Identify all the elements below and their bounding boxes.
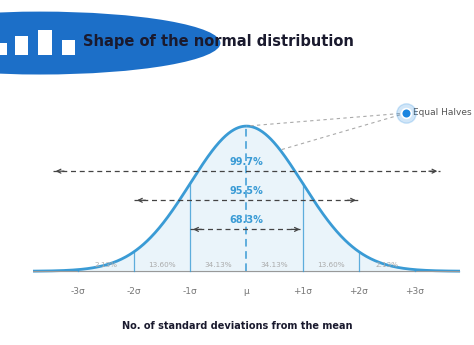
Text: -1σ: -1σ	[183, 287, 198, 296]
Text: -2σ: -2σ	[127, 287, 142, 296]
Text: μ: μ	[244, 287, 249, 296]
Circle shape	[0, 12, 220, 75]
Text: 34.13%: 34.13%	[205, 262, 232, 268]
Bar	[15, 37, 28, 55]
Text: +2σ: +2σ	[349, 287, 368, 296]
Text: 99.7%: 99.7%	[229, 157, 264, 167]
Text: 13.60%: 13.60%	[148, 262, 176, 268]
Bar	[38, 30, 52, 55]
Text: -3σ: -3σ	[71, 287, 85, 296]
Bar	[0, 43, 7, 55]
Text: Shape of the normal distribution: Shape of the normal distribution	[83, 34, 354, 49]
Text: 34.13%: 34.13%	[261, 262, 288, 268]
Bar	[62, 40, 75, 55]
Text: 95.5%: 95.5%	[229, 186, 264, 196]
Text: 2.13%: 2.13%	[95, 262, 118, 268]
Text: 13.60%: 13.60%	[317, 262, 345, 268]
Text: 68.3%: 68.3%	[229, 215, 264, 225]
Text: Equal Halves: Equal Halves	[413, 108, 472, 117]
Text: +3σ: +3σ	[405, 287, 424, 296]
Text: 2.13%: 2.13%	[375, 262, 398, 268]
Text: +1σ: +1σ	[293, 287, 312, 296]
Text: No. of standard deviations from the mean: No. of standard deviations from the mean	[122, 321, 352, 331]
